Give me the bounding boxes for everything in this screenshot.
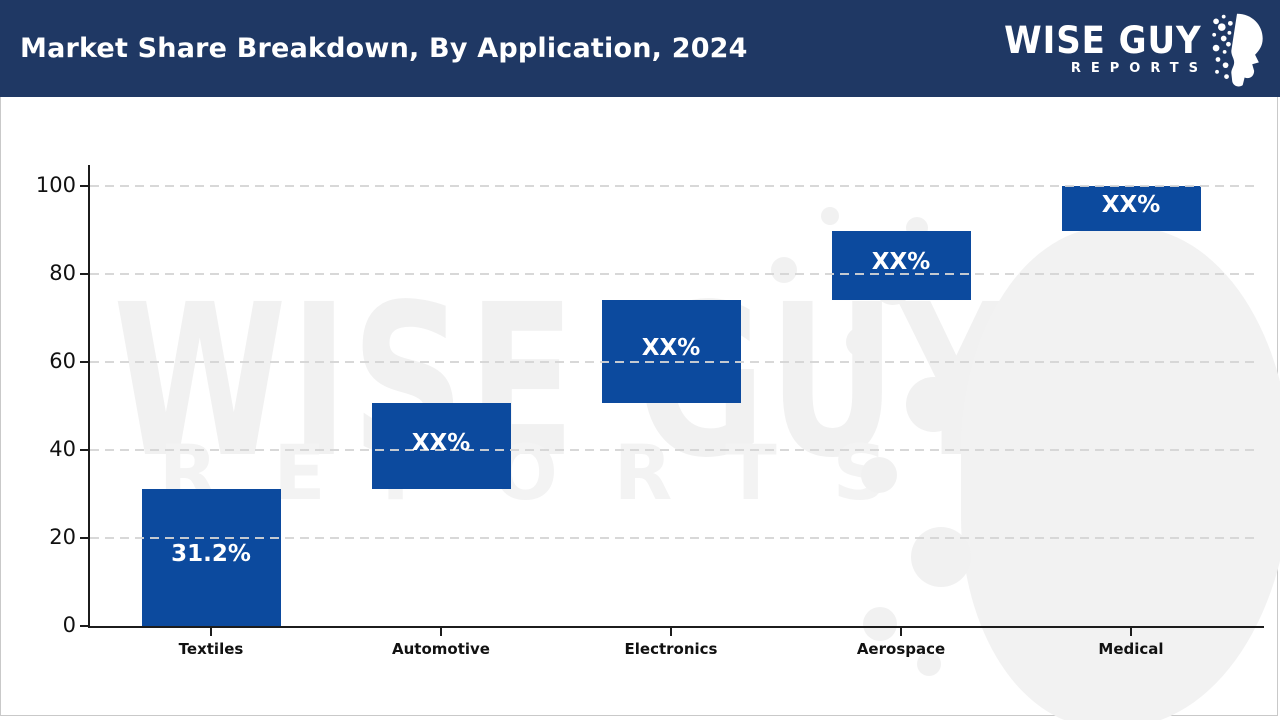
- x-tick-label-electronics: Electronics: [624, 640, 718, 658]
- header-bar: Market Share Breakdown, By Application, …: [0, 0, 1280, 97]
- gridline: [90, 537, 1258, 539]
- x-tick-mark: [1130, 628, 1132, 636]
- x-tick-label-automotive: Automotive: [392, 640, 490, 658]
- gridline: [90, 449, 1258, 451]
- bar-automotive: [371, 402, 511, 489]
- bar-value-label: XX%: [641, 335, 701, 362]
- gridline: [90, 361, 1258, 363]
- watermark-dot: [861, 457, 897, 493]
- y-axis-line: [88, 165, 90, 628]
- watermark-dot: [906, 377, 961, 432]
- y-tick-label: 100: [35, 173, 76, 197]
- watermark-text-1: WISE GUY: [113, 259, 1017, 504]
- x-tick-mark: [900, 628, 902, 636]
- chart-title: Market Share Breakdown, By Application, …: [20, 33, 748, 64]
- brand-head-icon: [1212, 13, 1263, 86]
- x-tick-mark: [210, 628, 212, 636]
- y-tick-mark: [80, 273, 88, 275]
- y-tick-mark: [80, 185, 88, 187]
- watermark-dot: [911, 527, 971, 587]
- y-tick-mark: [80, 625, 88, 627]
- x-axis-line: [88, 626, 1264, 628]
- x-tick-mark: [440, 628, 442, 636]
- bar-textiles: [141, 488, 281, 626]
- gridline: [90, 185, 1258, 187]
- y-tick-label: 0: [62, 613, 76, 637]
- y-tick-label: 20: [49, 525, 76, 549]
- bar-electronics: [601, 299, 741, 403]
- watermark-dot: [846, 327, 876, 357]
- watermark-dot: [771, 257, 797, 283]
- y-tick-label: 40: [49, 437, 76, 461]
- x-tick-label-aerospace: Aerospace: [856, 640, 946, 658]
- y-tick-mark: [80, 537, 88, 539]
- bar-value-label: 31.2%: [171, 541, 251, 568]
- watermark-dot: [863, 607, 897, 641]
- brand-logo: WISE GUY REPORTS: [987, 10, 1266, 88]
- bar-value-label: XX%: [871, 249, 931, 276]
- bar-value-label: XX%: [1101, 192, 1161, 219]
- y-tick-label: 80: [49, 261, 76, 285]
- y-tick-mark: [80, 449, 88, 451]
- y-tick-mark: [80, 361, 88, 363]
- gridline: [90, 273, 1258, 275]
- bar-value-label: XX%: [411, 429, 471, 456]
- x-tick-mark: [670, 628, 672, 636]
- brand-name: WISE GUY: [1004, 18, 1202, 62]
- watermark-dot: [821, 207, 839, 225]
- x-tick-label-textiles: Textiles: [178, 640, 244, 658]
- bar-medical: [1061, 186, 1201, 231]
- x-tick-label-medical: Medical: [1098, 640, 1164, 658]
- brand-logo-text: WISE GUY REPORTS: [987, 22, 1202, 76]
- y-tick-label: 60: [49, 349, 76, 373]
- brand-subtitle: REPORTS: [1070, 60, 1208, 76]
